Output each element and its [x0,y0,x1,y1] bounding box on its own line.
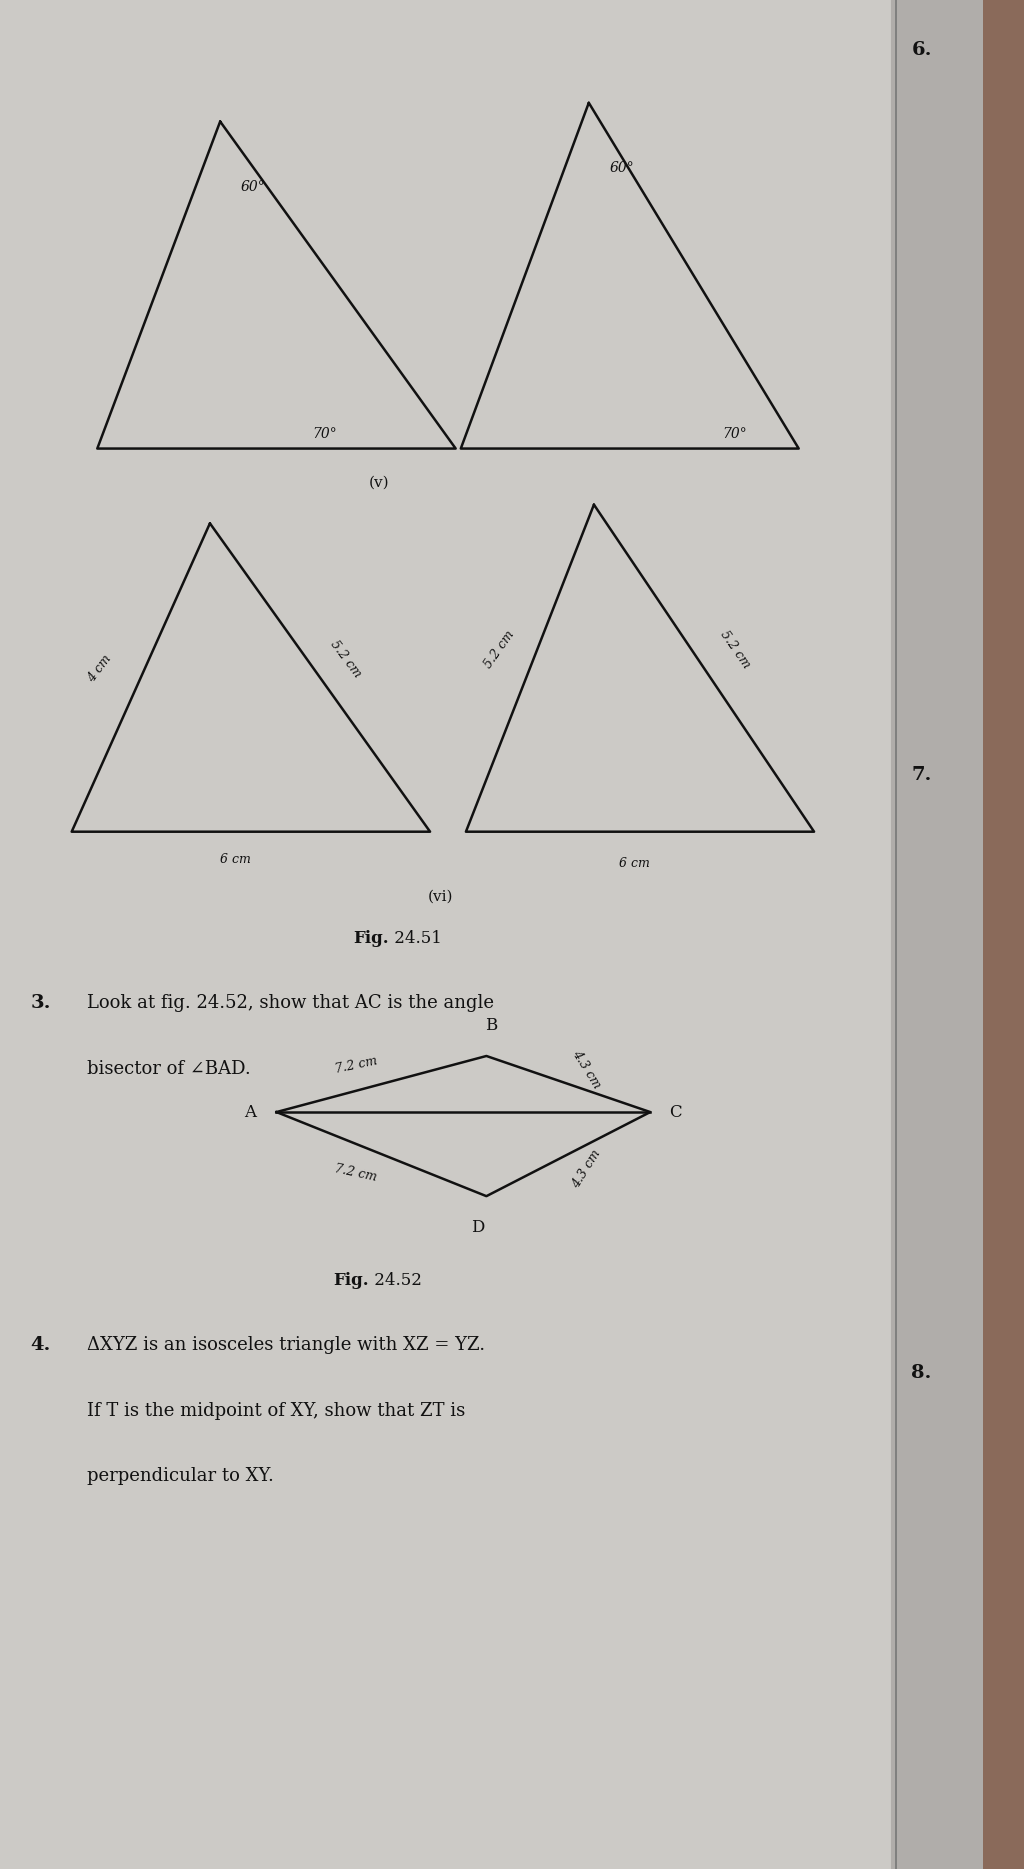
Text: 4.3 cm: 4.3 cm [570,1047,603,1091]
Text: If T is the midpoint of XY, show that ZT is: If T is the midpoint of XY, show that ZT… [87,1402,465,1420]
Text: 60°: 60° [609,161,634,176]
Text: 70°: 70° [722,426,746,441]
Text: 7.2 cm: 7.2 cm [334,1054,378,1077]
Text: 4 cm: 4 cm [85,652,115,684]
Text: Fig.: Fig. [353,929,389,948]
Text: 7.: 7. [911,766,932,785]
Text: bisector of ∠BAD.: bisector of ∠BAD. [87,1060,251,1078]
Text: 70°: 70° [312,426,337,441]
FancyBboxPatch shape [0,0,891,1869]
Text: C: C [669,1103,681,1121]
Text: perpendicular to XY.: perpendicular to XY. [87,1467,273,1486]
Text: 4.: 4. [31,1336,51,1355]
Text: 5.2 cm: 5.2 cm [328,637,364,680]
Text: Fig.: Fig. [333,1271,369,1290]
Text: B: B [485,1017,498,1034]
Text: 5.2 cm: 5.2 cm [717,628,753,671]
Bar [891,0,1024,1869]
Text: 6.: 6. [911,41,932,60]
Text: 24.52: 24.52 [369,1271,422,1290]
Text: (v): (v) [369,475,389,490]
Text: 6 cm: 6 cm [220,854,251,865]
Text: 5.2 cm: 5.2 cm [481,628,517,671]
Text: A: A [244,1103,256,1121]
Text: 60°: 60° [241,179,265,194]
Text: 6 cm: 6 cm [620,858,650,869]
Text: 8.: 8. [911,1364,932,1383]
Text: D: D [471,1219,485,1235]
Bar [983,0,1024,1869]
Text: Look at fig. 24.52, show that AC is the angle: Look at fig. 24.52, show that AC is the … [87,994,494,1013]
Text: 24.51: 24.51 [389,929,442,948]
Text: (vi): (vi) [428,890,453,905]
Text: 4.3 cm: 4.3 cm [570,1148,603,1191]
Text: 7.2 cm: 7.2 cm [334,1163,378,1183]
Text: ΔXYZ is an isosceles triangle with XZ = YZ.: ΔXYZ is an isosceles triangle with XZ = … [87,1336,485,1355]
Text: 3.: 3. [31,994,51,1013]
